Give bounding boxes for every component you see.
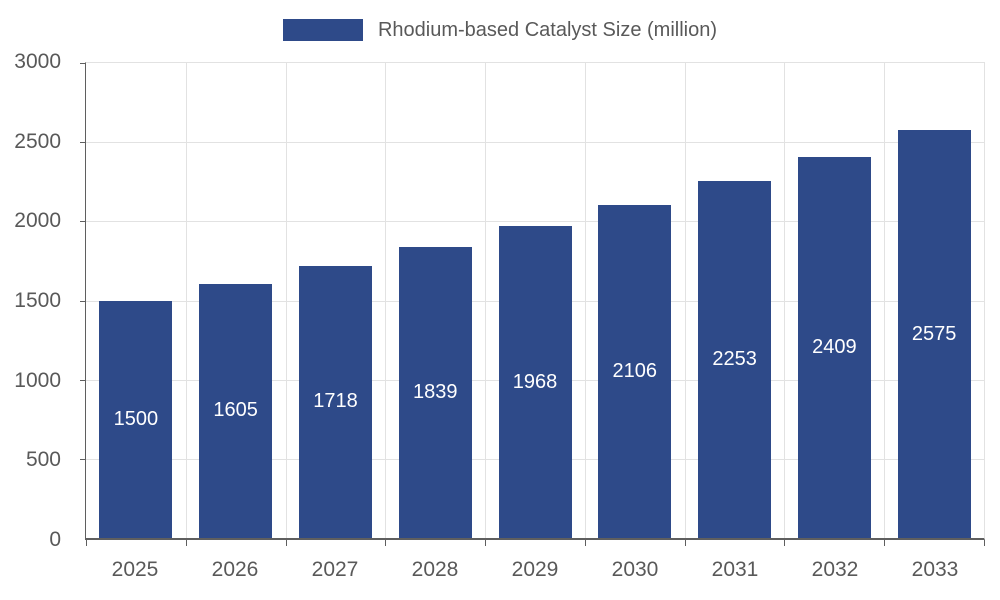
bar-value-label: 1500 <box>113 407 159 430</box>
x-tick-label-2033: 2033 <box>911 558 959 581</box>
bar-2032[interactable]: 2409 <box>797 156 871 538</box>
x-tick <box>784 540 786 546</box>
gridline-h <box>86 221 984 223</box>
y-tick <box>80 221 86 223</box>
x-axis: 2025 2026 2027 2028 2029 2030 2031 2032 … <box>85 558 985 582</box>
bar-value-label: 2253 <box>712 348 757 371</box>
x-tick <box>584 540 586 546</box>
x-tick <box>185 540 187 546</box>
gridline-v <box>684 63 686 538</box>
x-tick <box>485 540 487 546</box>
x-tick <box>385 540 387 546</box>
x-tick <box>884 540 886 546</box>
bar-value-label: 2409 <box>812 335 857 358</box>
y-tick-label-2500: 2500 <box>14 129 61 153</box>
bar-series: 1500 1605 1718 1839 1968 2106 2253 2409 … <box>86 63 984 538</box>
bar-2030[interactable]: 2106 <box>598 204 672 538</box>
legend-swatch <box>282 19 363 41</box>
y-tick-label-500: 500 <box>25 448 61 472</box>
bar-2026[interactable]: 1605 <box>199 283 273 538</box>
x-tick-label-2025: 2025 <box>111 558 159 581</box>
y-tick <box>80 379 86 381</box>
bar-2033[interactable]: 2575 <box>897 130 971 538</box>
x-tick-label-2031: 2031 <box>711 558 759 581</box>
x-tick-label-2032: 2032 <box>811 558 859 581</box>
bar-2029[interactable]: 1968 <box>498 226 572 538</box>
gridline-v <box>285 63 287 538</box>
bar-value-label: 1718 <box>313 390 358 413</box>
x-tick-label-2027: 2027 <box>311 558 359 581</box>
bar-value-label: 1839 <box>412 380 458 403</box>
y-tick <box>80 142 86 144</box>
x-tick-label-2030: 2030 <box>611 558 659 581</box>
y-tick-label-0: 0 <box>49 528 61 551</box>
y-tick-label-1500: 1500 <box>14 289 61 312</box>
gridline-v <box>185 63 187 538</box>
gridline-v <box>385 63 387 538</box>
chart-legend[interactable]: Rhodium-based Catalyst Size (million) <box>0 17 1000 43</box>
bar-value-label: 1968 <box>512 370 558 393</box>
x-tick <box>86 540 87 546</box>
gridline-v <box>485 63 487 538</box>
gridline-v <box>584 63 586 538</box>
bar-2028[interactable]: 1839 <box>398 246 472 538</box>
bar-2031[interactable]: 2253 <box>698 181 772 538</box>
x-tick <box>684 540 686 546</box>
x-tick-label-2026: 2026 <box>211 558 259 581</box>
y-tick-label-2000: 2000 <box>14 209 61 233</box>
bar-value-label: 1605 <box>213 399 258 422</box>
x-tick-label-2029: 2029 <box>511 558 559 581</box>
plot-area: 1500 1605 1718 1839 1968 2106 2253 2409 … <box>80 62 985 546</box>
y-tick <box>80 300 86 302</box>
y-tick <box>80 458 86 460</box>
gridline-h <box>86 142 984 144</box>
bar-2027[interactable]: 1718 <box>298 265 372 538</box>
gridline-v <box>884 63 886 538</box>
bar-value-label: 2106 <box>612 359 658 382</box>
legend-label: Rhodium-based Catalyst Size (million) <box>377 18 717 41</box>
y-axis: 3000 2500 2000 1500 1000 500 0 <box>0 50 73 551</box>
x-tick <box>285 540 287 546</box>
x-tick <box>984 540 985 546</box>
bar-value-label: 2575 <box>911 322 957 345</box>
y-tick <box>80 63 86 64</box>
bar-2025[interactable]: 1500 <box>99 300 173 538</box>
y-tick-label-1000: 1000 <box>14 368 61 392</box>
x-tick-label-2028: 2028 <box>411 558 459 581</box>
y-tick-label-3000: 3000 <box>14 50 61 73</box>
gridline-v <box>784 63 786 538</box>
